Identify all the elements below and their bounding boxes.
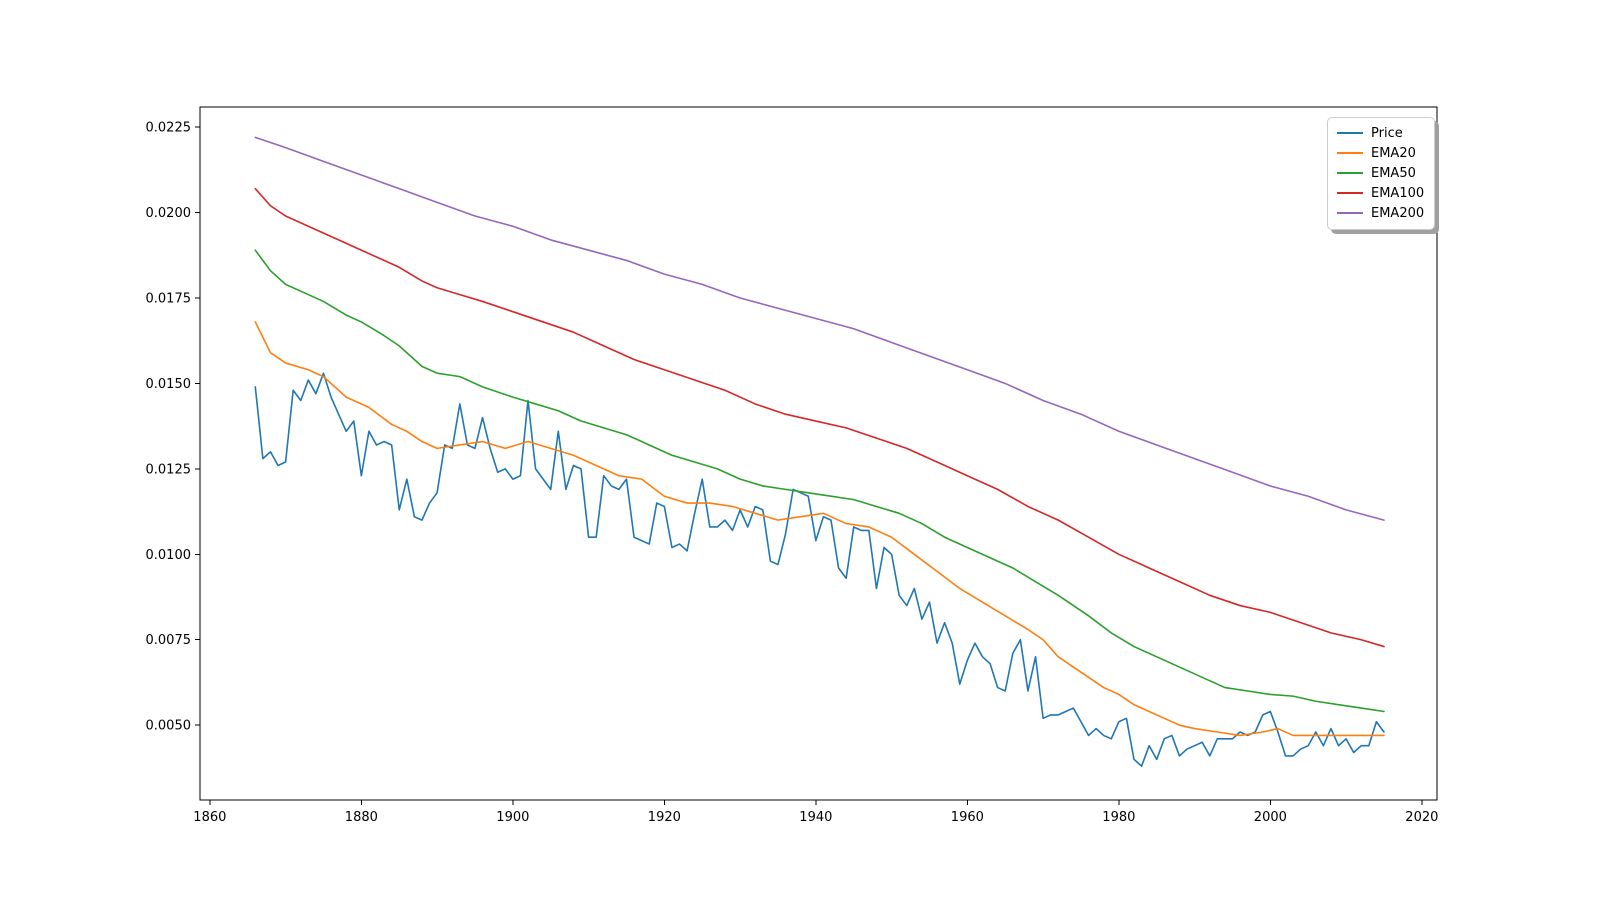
legend-label: EMA200 xyxy=(1371,205,1425,221)
legend-item-ema20: EMA20 xyxy=(1328,143,1434,163)
x-tick-label: 1980 xyxy=(1102,810,1135,825)
x-tick-label: 1900 xyxy=(496,810,529,825)
y-tick-label: 0.0075 xyxy=(146,633,192,648)
x-tick-label: 2000 xyxy=(1254,810,1287,825)
legend-item-ema200: EMA200 xyxy=(1328,203,1434,223)
series-line-ema100 xyxy=(254,187,1385,648)
series-line-ema200 xyxy=(254,136,1385,521)
x-tick-label: 1940 xyxy=(799,810,832,825)
legend-label: Price xyxy=(1371,125,1403,141)
x-tick-label: 1880 xyxy=(345,810,378,825)
legend-item-ema50: EMA50 xyxy=(1328,163,1434,183)
y-tick-label: 0.0125 xyxy=(146,462,192,477)
legend-label: EMA20 xyxy=(1371,145,1416,161)
series-line-ema50 xyxy=(254,249,1385,713)
x-tick-label: 1860 xyxy=(193,810,226,825)
legend-line-swatch xyxy=(1337,212,1363,214)
x-tick-label: 1960 xyxy=(951,810,984,825)
y-tick-label: 0.0200 xyxy=(146,206,192,221)
y-tick-label: 0.0100 xyxy=(146,548,192,563)
legend-label: EMA100 xyxy=(1371,185,1425,201)
y-tick-label: 0.0050 xyxy=(146,719,192,734)
x-tick-label: 2020 xyxy=(1405,810,1438,825)
legend-item-price: Price xyxy=(1328,123,1434,143)
legend-line-swatch xyxy=(1337,152,1363,154)
legend: Price EMA20 EMA50 EMA100 EMA200 xyxy=(1327,117,1435,230)
legend-line-swatch xyxy=(1337,172,1363,174)
plot-border xyxy=(199,106,1438,801)
y-tick-label: 0.0175 xyxy=(146,292,192,307)
legend-line-swatch xyxy=(1337,132,1363,134)
series-line-price xyxy=(254,372,1385,767)
x-tick-label: 1920 xyxy=(648,810,681,825)
legend-line-swatch xyxy=(1337,192,1363,194)
y-tick-label: 0.0150 xyxy=(146,377,192,392)
legend-item-ema100: EMA100 xyxy=(1328,183,1434,203)
series-line-ema20 xyxy=(254,321,1385,737)
y-tick-label: 0.0225 xyxy=(146,121,192,136)
legend-label: EMA50 xyxy=(1371,165,1416,181)
